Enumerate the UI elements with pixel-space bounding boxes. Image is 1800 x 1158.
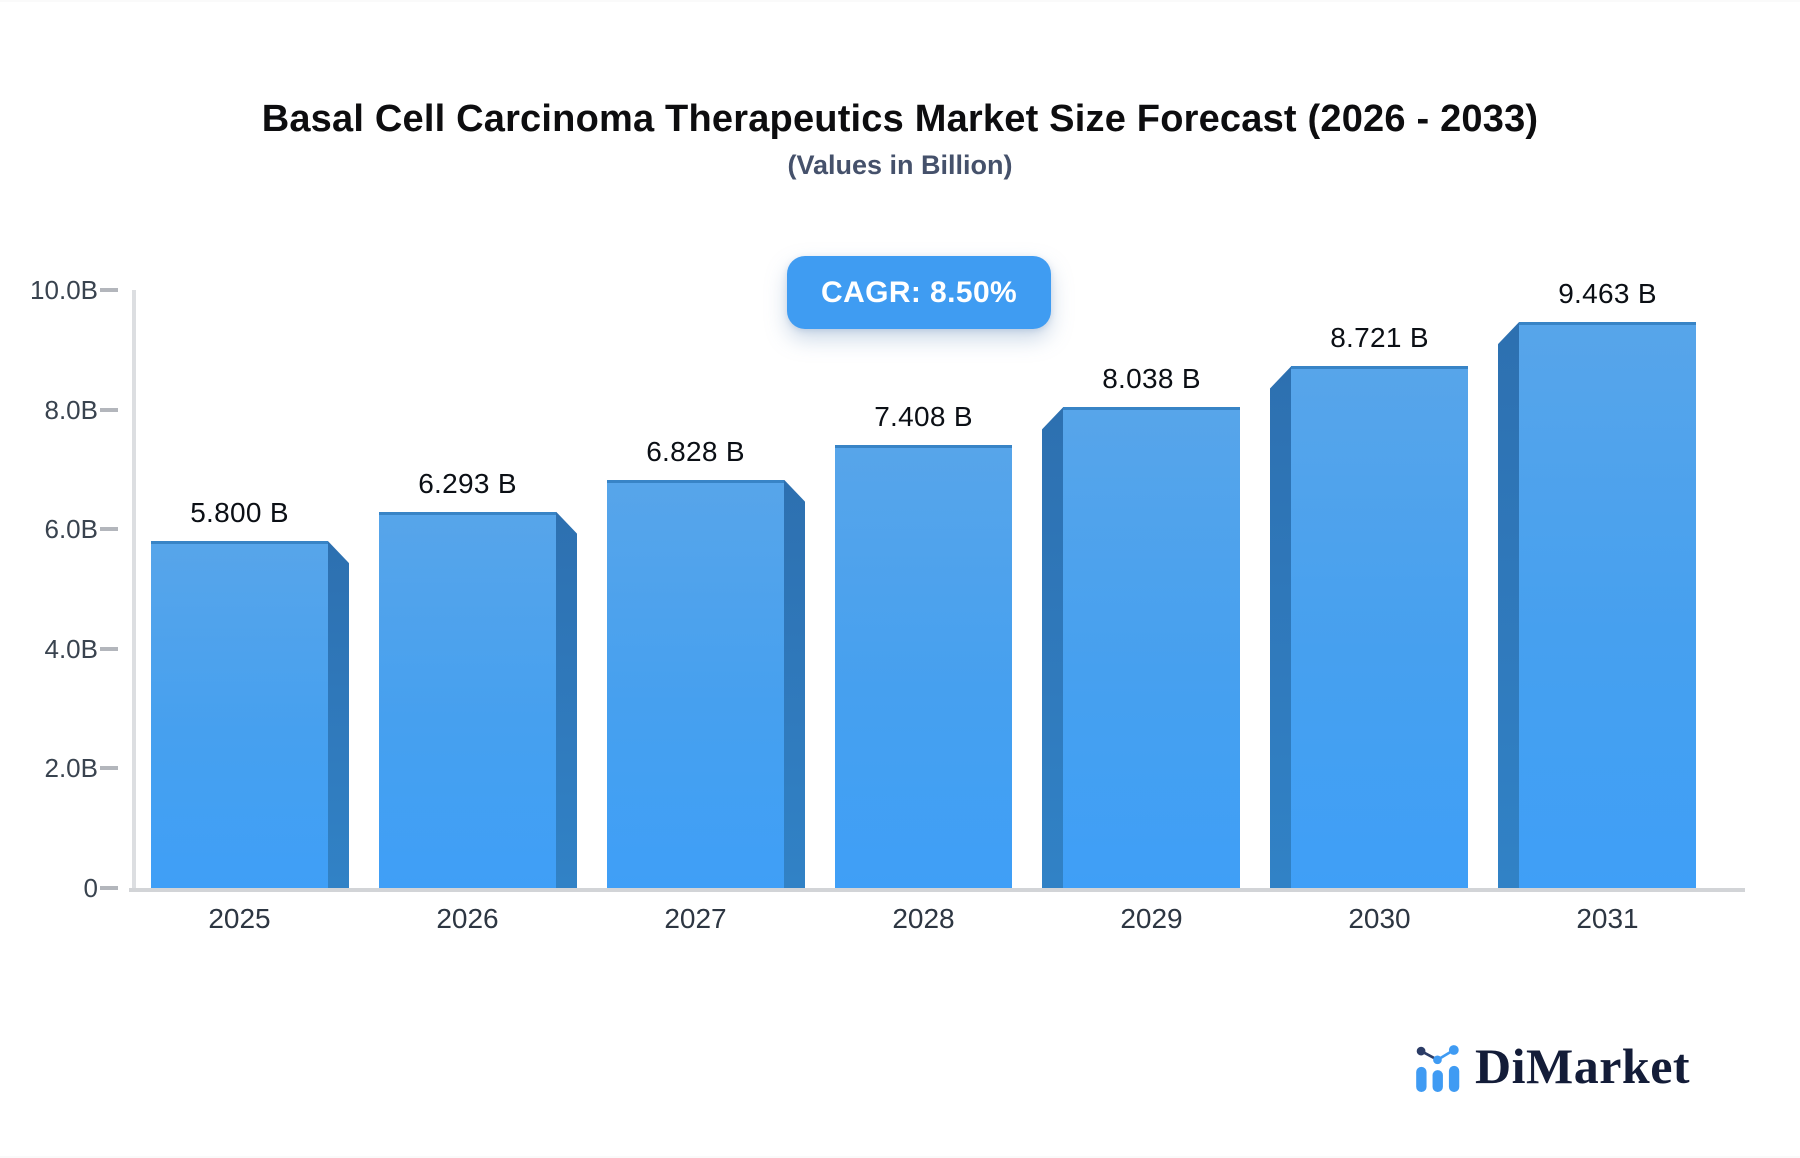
bar-3d-side [328, 541, 349, 888]
y-axis-tick-mark [100, 527, 118, 532]
bar [1063, 407, 1240, 888]
y-axis-tick-label: 0 [83, 873, 98, 903]
bar-3d-side [1498, 322, 1519, 888]
x-axis-tick-label: 2027 [664, 903, 727, 934]
y-axis-line [132, 290, 136, 892]
bar-value-label: 8.721 B [1330, 322, 1429, 354]
bar-3d-side [1042, 407, 1063, 888]
y-axis-tick-mark [100, 288, 118, 292]
x-axis-tick-label: 2031 [1576, 903, 1639, 934]
dimarket-logo: DiMarket [1415, 1040, 1690, 1092]
y-axis-tick-label: 8.0B [44, 394, 99, 425]
y-axis-tick-label: 6.0B [44, 514, 99, 545]
dimarket-logo-icon [1416, 1045, 1460, 1092]
y-axis-tick-label: 10.0B [30, 275, 98, 305]
y-axis-tick-label: 2.0B [44, 753, 99, 784]
y-axis-tick-mark [100, 766, 118, 771]
cagr-badge: CAGR: 8.50% [787, 256, 1052, 329]
bar-value-label: 8.038 B [1102, 363, 1201, 395]
cagr-badge-label: CAGR: 8.50% [821, 275, 1018, 309]
dimarket-logo-text: DiMarket [1475, 1038, 1691, 1094]
bar [379, 511, 556, 888]
x-axis-tick-label: 2029 [1120, 903, 1183, 934]
bar [151, 541, 328, 888]
bar [607, 479, 784, 888]
chart-subtitle: (Values in Billion) [787, 150, 1013, 180]
bar-value-label: 9.463 B [1558, 278, 1657, 310]
x-axis-tick-label: 2030 [1348, 903, 1411, 934]
x-axis-line [129, 888, 1745, 892]
y-axis-tick-label: 4.0B [44, 633, 99, 664]
bar-value-label: 5.800 B [190, 497, 289, 529]
bar-value-label: 7.408 B [874, 401, 973, 432]
y-axis-tick-mark [100, 646, 118, 651]
bar-3d-side [784, 479, 805, 888]
bar-value-label: 6.293 B [418, 467, 517, 499]
x-axis-tick-label: 2025 [208, 903, 271, 934]
bar [1519, 322, 1696, 888]
y-axis-tick-mark [100, 407, 118, 412]
bar-value-label: 6.828 B [646, 435, 745, 467]
x-axis-tick-label: 2028 [892, 903, 955, 934]
x-axis-tick-label: 2026 [436, 903, 499, 934]
chart-title: Basal Cell Carcinoma Therapeutics Market… [261, 98, 1539, 140]
bar [1291, 366, 1468, 888]
bar [835, 445, 1012, 888]
bar-3d-side [556, 511, 577, 888]
bar-3d-side [1270, 366, 1291, 888]
y-axis-tick-mark [100, 886, 118, 890]
